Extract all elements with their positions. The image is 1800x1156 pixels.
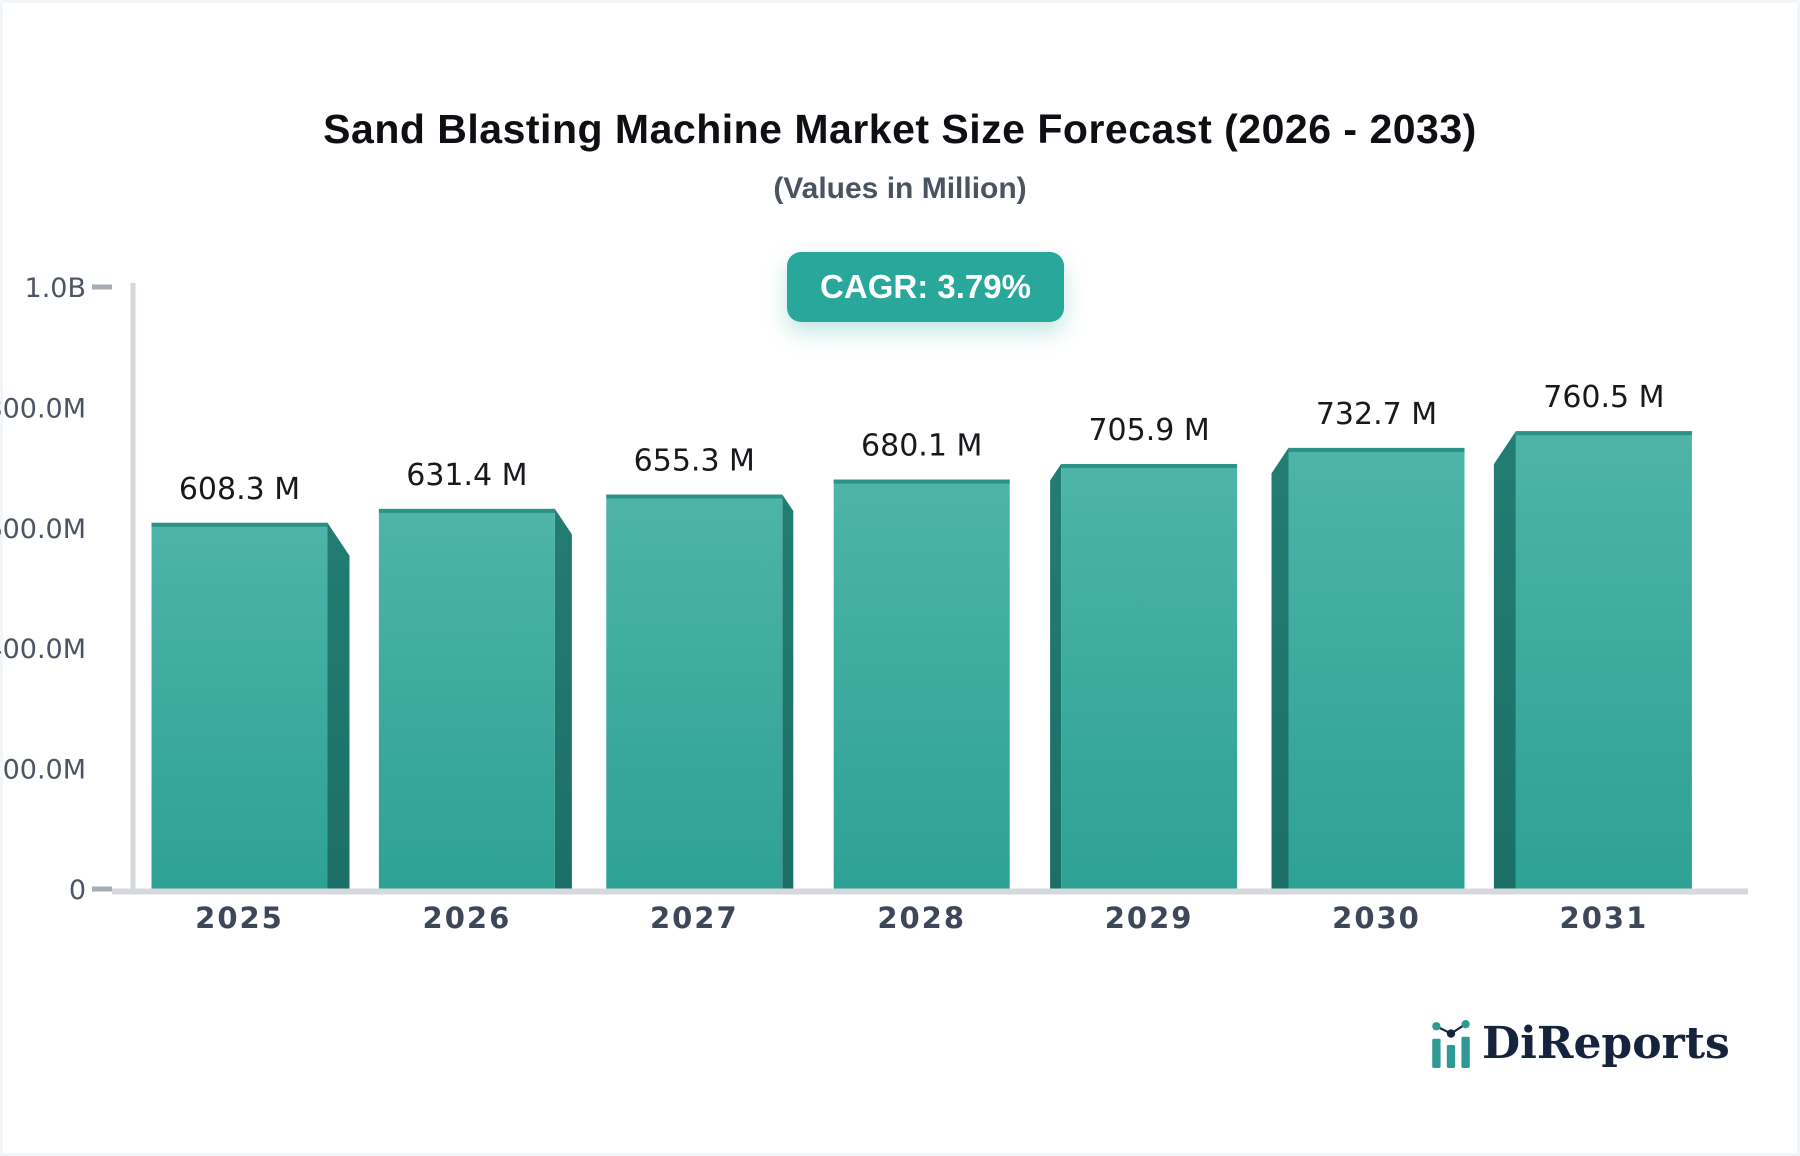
bar-top-edge	[1288, 447, 1465, 452]
cagr-badge: CAGR: 3.79%	[787, 252, 1064, 322]
bar-value-label: 631.4 M	[406, 458, 527, 493]
bar-face	[833, 479, 1010, 889]
bar-face	[151, 522, 328, 889]
bar-face	[606, 494, 783, 889]
bar-side	[1493, 431, 1516, 889]
bar-value-label: 655.3 M	[634, 444, 755, 479]
bar-value-label: 760.5 M	[1543, 380, 1664, 415]
bar-top-edge	[606, 494, 783, 499]
x-axis-label: 2026	[423, 901, 512, 935]
chart-title: Sand Blasting Machine Market Size Foreca…	[323, 106, 1477, 152]
logo: DiReports	[1430, 1018, 1730, 1069]
y-axis-label: 600.0M	[0, 514, 86, 545]
x-axis-label: 2025	[195, 901, 284, 935]
bar-top-edge	[151, 522, 328, 527]
bar-face	[1061, 464, 1238, 889]
bar-side	[782, 494, 794, 889]
bar-value-label: 732.7 M	[1316, 397, 1437, 432]
bar-top-edge	[1515, 431, 1692, 436]
chart-subtitle: (Values in Million)	[773, 172, 1027, 205]
x-axis-label: 2031	[1560, 901, 1649, 935]
logo-bar-chart-icon	[1432, 1020, 1470, 1069]
bar-top-edge	[833, 479, 1010, 484]
bar-side	[1271, 447, 1289, 889]
bar-face	[378, 508, 555, 889]
bar-value-label: 608.3 M	[179, 472, 300, 507]
y-axis-label: 400.0M	[0, 634, 86, 665]
y-axis-label: 1.0B	[25, 273, 86, 304]
bar-face	[1288, 447, 1465, 889]
logo-text: DiReports	[1482, 1018, 1730, 1069]
bar-top-edge	[1061, 464, 1238, 469]
bar-top-edge	[378, 508, 555, 513]
x-axis-label: 2028	[877, 901, 966, 935]
bar-value-label: 680.1 M	[861, 429, 982, 464]
x-axis-label: 2030	[1332, 901, 1421, 935]
y-axis-label: 800.0M	[0, 393, 86, 424]
y-axis-label: 0	[69, 875, 86, 906]
bar-side	[554, 508, 572, 889]
bar-value-label: 705.9 M	[1088, 413, 1209, 448]
x-axis-label: 2027	[650, 901, 739, 935]
x-axis-label: 2029	[1105, 901, 1194, 935]
bar-side	[1050, 464, 1062, 889]
bar-side	[327, 522, 350, 889]
y-axis-label: 200.0M	[0, 755, 86, 786]
bar-face	[1515, 431, 1692, 889]
